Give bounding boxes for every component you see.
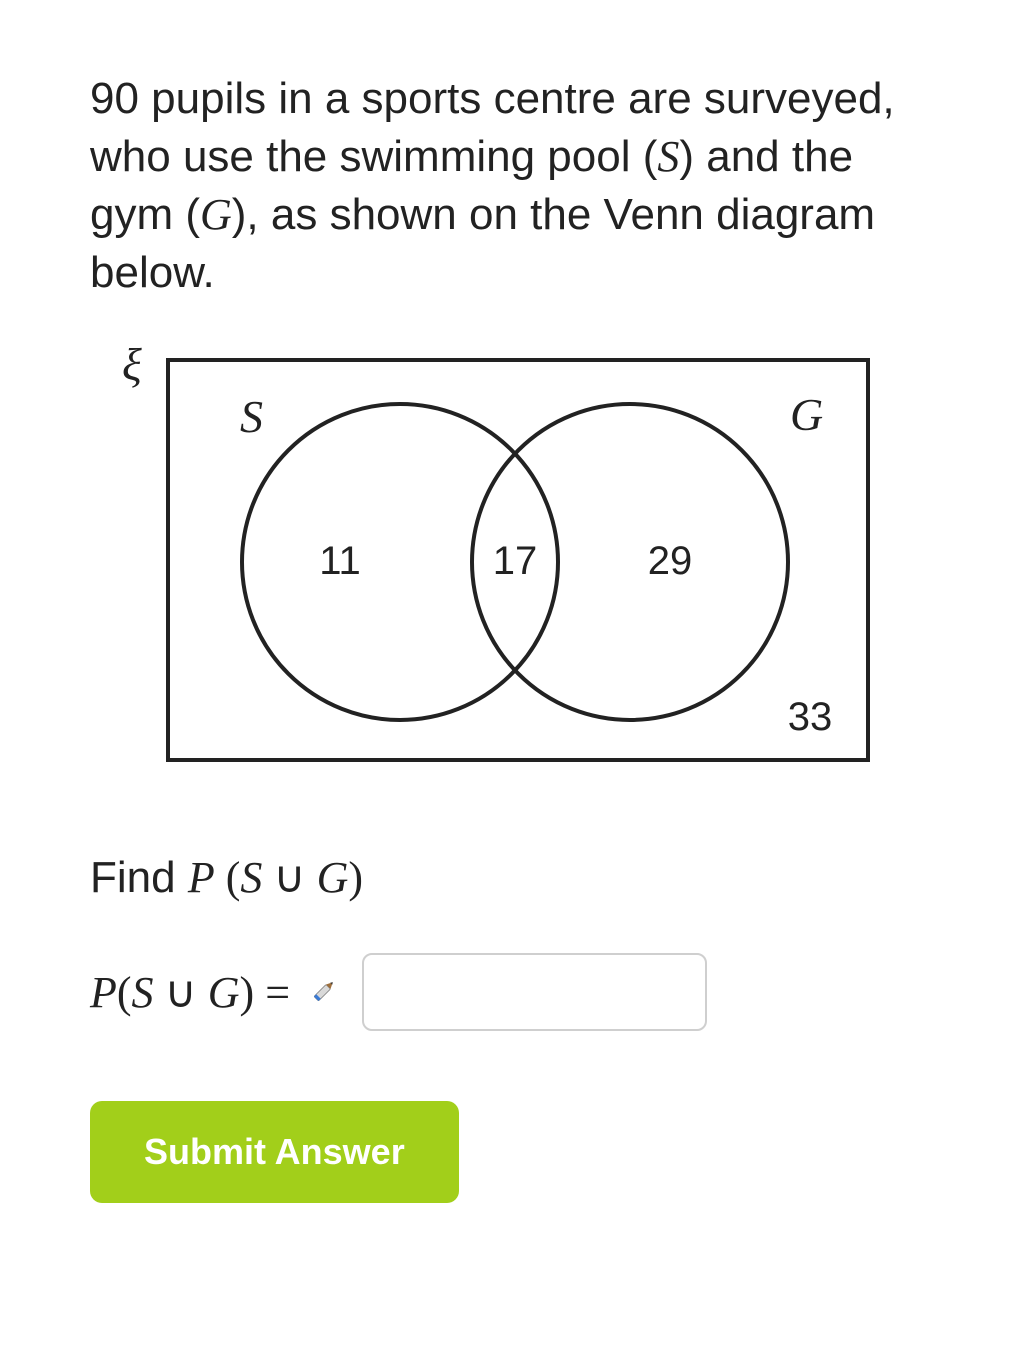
venn-diagram: ξ S G 11 17 29 33	[130, 352, 910, 782]
venn-value-intersection: 17	[493, 539, 538, 583]
find-prompt: Find P (S ∪ G)	[90, 852, 934, 903]
venn-value-outside: 33	[788, 695, 833, 739]
answer-label: P(S ∪ G) =	[90, 967, 290, 1018]
venn-value-only-G: 29	[648, 539, 693, 583]
answer-row: P(S ∪ G) =	[90, 953, 934, 1031]
submit-button[interactable]: Submit Answer	[90, 1101, 459, 1203]
venn-value-only-S: 11	[319, 539, 361, 583]
universal-set-symbol: ξ	[122, 338, 142, 391]
answer-input[interactable]	[362, 953, 707, 1031]
find-expression: P (S ∪ G)	[188, 853, 363, 902]
venn-label-G: G	[790, 389, 823, 440]
venn-svg: S G 11 17 29 33	[130, 352, 910, 772]
question-text: 90 pupils in a sports centre are surveye…	[90, 70, 934, 302]
venn-label-S: S	[240, 391, 263, 442]
find-prefix: Find	[90, 853, 188, 902]
pencil-icon	[306, 975, 340, 1009]
question-card: 90 pupils in a sports centre are surveye…	[0, 0, 1024, 1358]
